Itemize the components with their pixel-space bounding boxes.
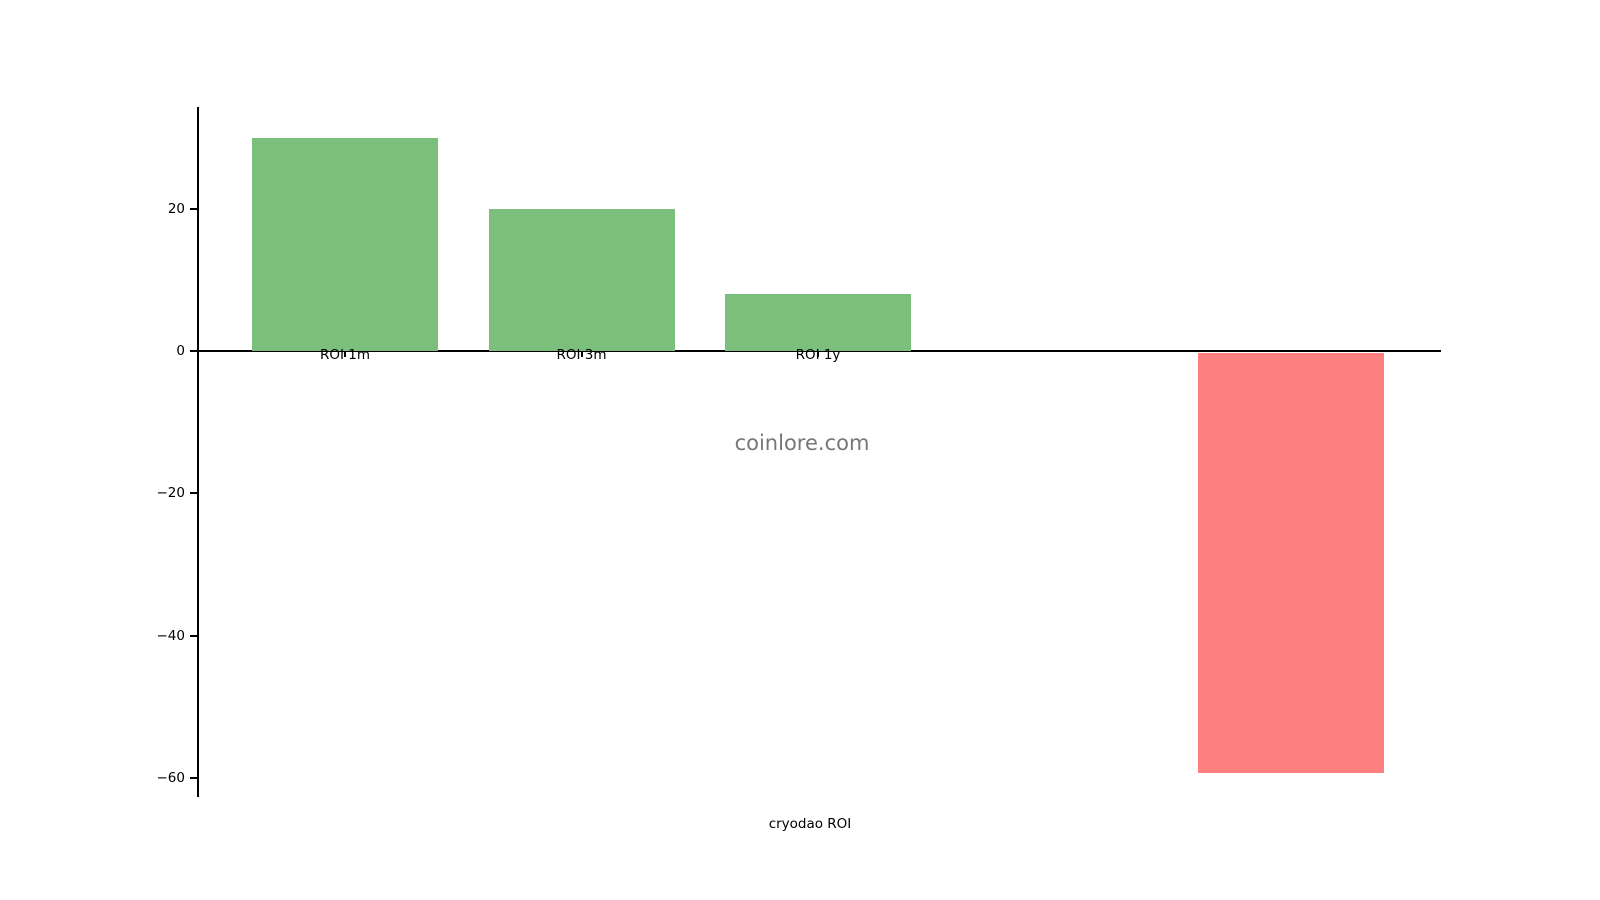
bar-roi-3m [488,208,675,351]
y-tick-mark [190,634,197,637]
y-tick-mark [190,207,197,210]
x-tick-label: ROI 3m [556,347,607,363]
y-tick-label: −40 [156,627,186,644]
x-axis-line [197,350,1441,352]
bar-bar-4 [1198,353,1384,773]
y-tick-label: −20 [156,485,186,502]
x-tick-label: ROI 1y [795,347,841,363]
y-tick-label: −60 [156,769,186,786]
y-tick-mark [190,492,197,495]
x-axis-title: cryodao ROI [768,816,852,832]
y-tick-mark [190,350,197,352]
bar-roi-1y [725,294,911,351]
y-axis-line [197,107,199,797]
x-tick-label: ROI 1m [319,347,371,363]
x-tick-mark [344,351,346,357]
y-tick-label: 20 [167,200,185,217]
bar-roi-1m [252,137,438,351]
y-tick-label: 0 [176,343,185,359]
watermark: coinlore.com [734,431,870,455]
x-tick-mark [817,351,819,357]
y-tick-mark [190,776,197,779]
x-tick-mark [580,351,583,357]
